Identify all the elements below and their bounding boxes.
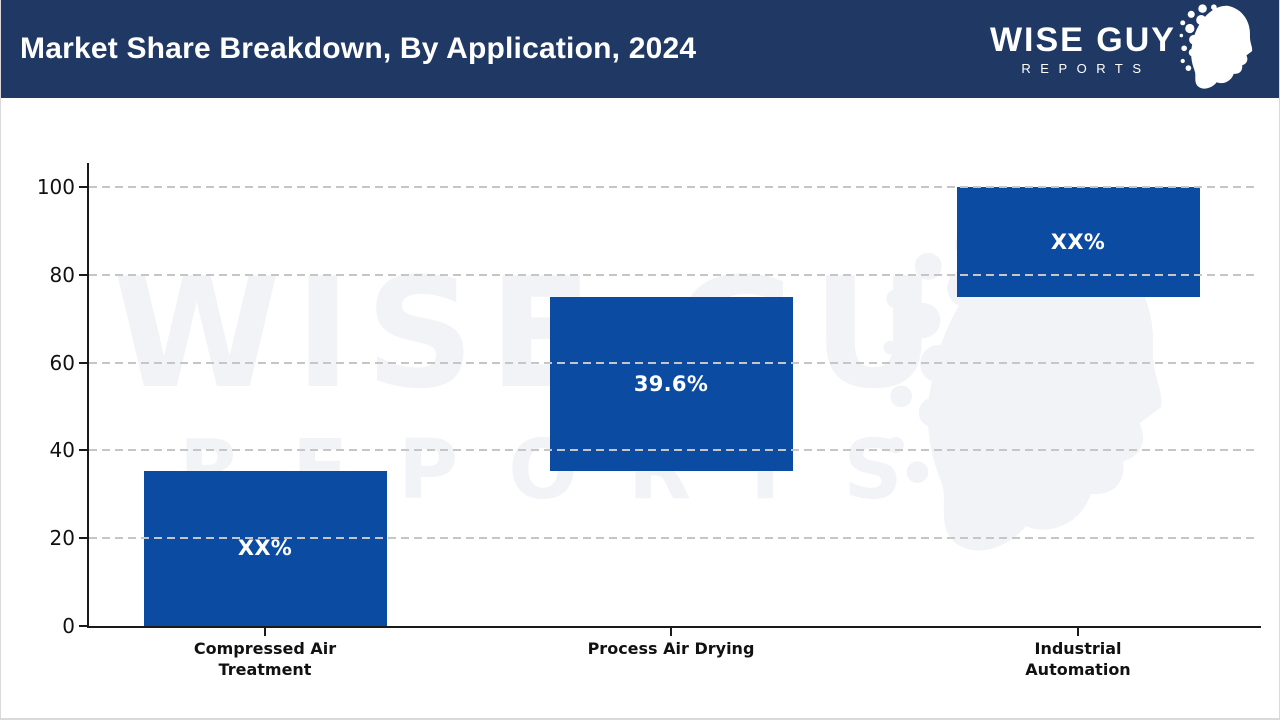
- bar-value-label: 39.6%: [633, 371, 709, 396]
- brand-wordmark: WISE GUY: [989, 20, 1176, 59]
- x-category-label-3: Industrial Automation: [1025, 639, 1131, 679]
- y-tick-0: [79, 625, 88, 627]
- y-axis-line: [87, 163, 89, 626]
- x-tick-2: [670, 628, 672, 636]
- gridline-100: [89, 186, 1259, 188]
- y-tick-label-40: 40: [49, 438, 75, 463]
- x-tick-1: [264, 628, 266, 636]
- chart-title: Market Share Breakdown, By Application, …: [20, 32, 697, 65]
- y-tick-label-0: 0: [62, 614, 75, 638]
- gridline-20: [89, 537, 1259, 540]
- y-tick-label-100: 100: [36, 175, 75, 199]
- brand-logo: WISE GUY REPORTS: [990, 3, 1258, 95]
- y-tick-label-80: 80: [49, 262, 75, 287]
- bar-value-label: XX%: [237, 536, 293, 561]
- y-tick-80: [79, 273, 88, 276]
- header-banner: Market Share Breakdown, By Application, …: [1, 0, 1279, 98]
- x-category-label-1: Compressed Air Treatment: [193, 639, 337, 679]
- bar-3: XX%: [956, 187, 1200, 297]
- y-tick-20: [79, 537, 88, 540]
- gridline-80: [89, 273, 1259, 276]
- y-tick-40: [79, 449, 88, 452]
- y-tick-label-20: 20: [49, 526, 75, 551]
- brand-face-icon: [1179, 4, 1253, 89]
- bar-1: XX%: [143, 470, 387, 626]
- y-tick-label-60: 60: [49, 350, 75, 375]
- x-tick-3: [1077, 628, 1079, 636]
- brand-reports-text: REPORTS: [1021, 60, 1151, 76]
- brand-logo-text: WISE GUY REPORTS: [990, 23, 1176, 76]
- bar-value-label: XX%: [1050, 229, 1106, 254]
- gridline-60: [89, 361, 1259, 364]
- bar-2: 39.6%: [549, 296, 793, 471]
- y-tick-60: [79, 361, 88, 364]
- y-tick-100: [79, 186, 88, 188]
- x-category-label-2: Process Air Drying: [587, 639, 755, 658]
- gridline-40: [89, 449, 1259, 452]
- x-axis-line: [87, 626, 1261, 628]
